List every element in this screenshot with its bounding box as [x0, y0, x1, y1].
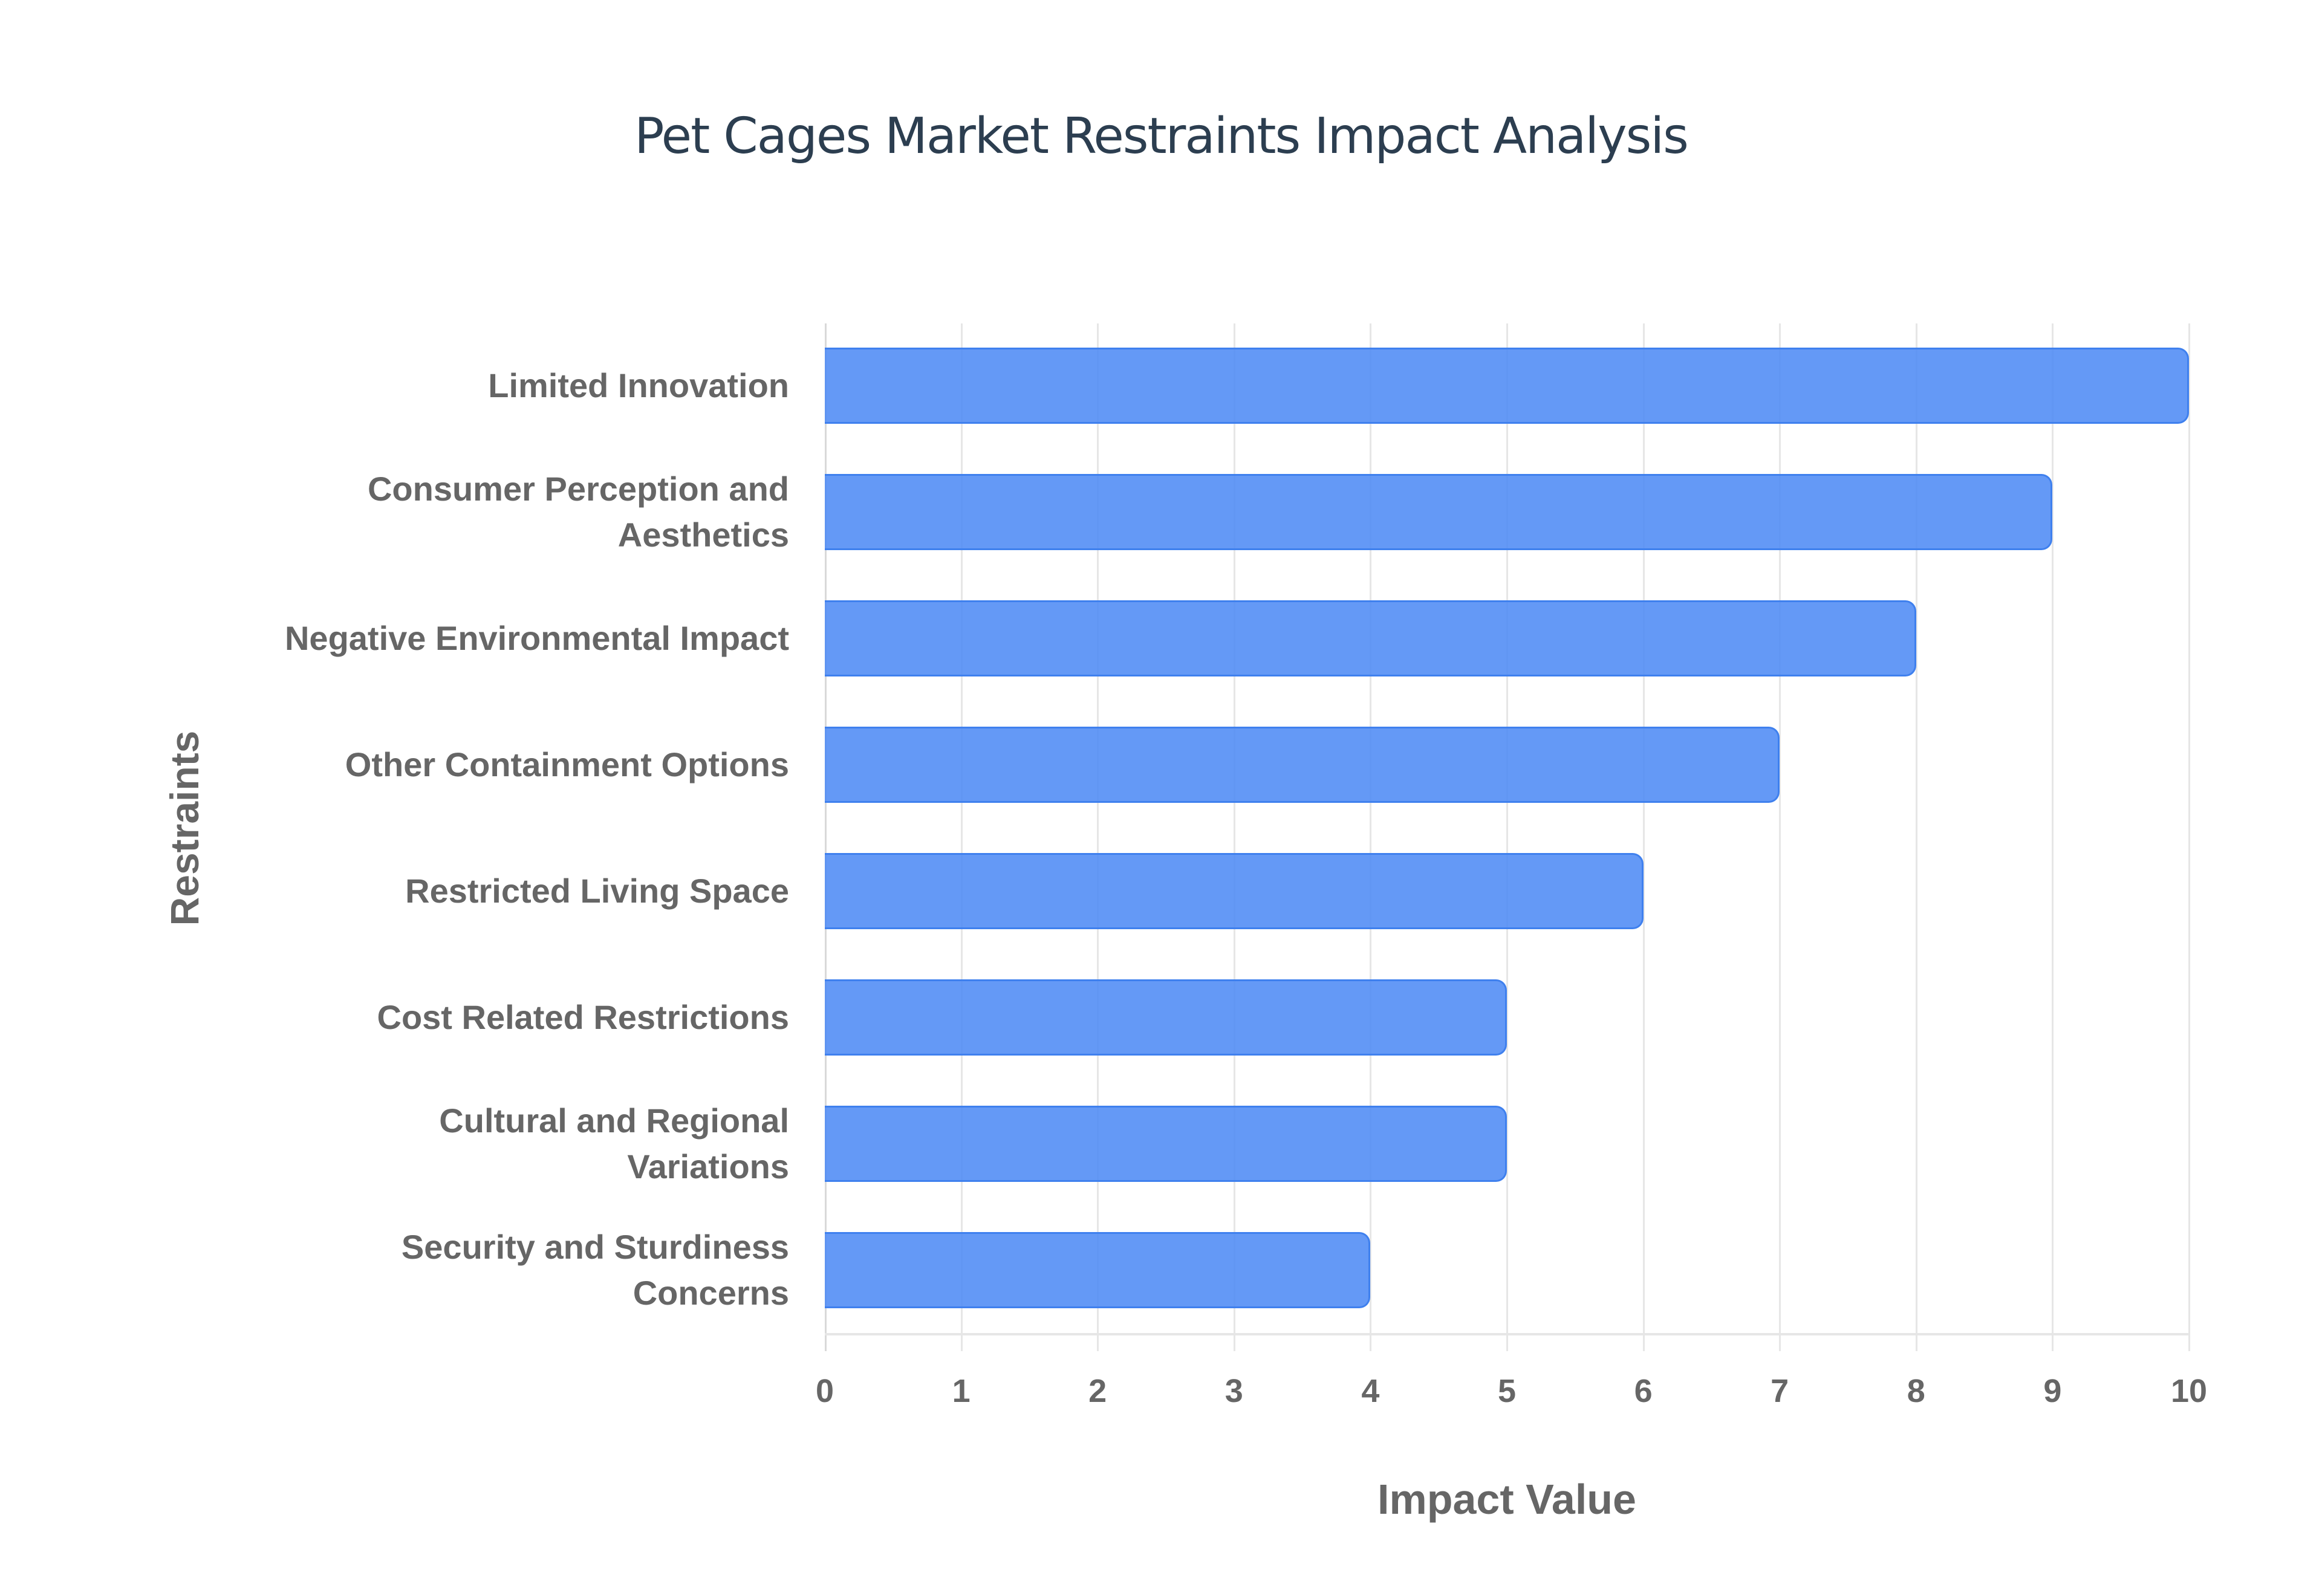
gridline: [1233, 323, 1235, 1351]
x-tick-label: 6: [1634, 1373, 1653, 1409]
x-tick-label: 2: [1088, 1373, 1107, 1409]
bar[interactable]: [825, 474, 2053, 550]
y-axis-label: Other Containment Options: [345, 745, 789, 783]
gridline: [960, 323, 963, 1351]
x-tick-label: 7: [1771, 1373, 1789, 1409]
y-axis-label: Cost Related Restrictions: [377, 998, 790, 1036]
x-tick-label: 10: [2170, 1373, 2208, 1409]
x-tick-label: 5: [1497, 1373, 1517, 1409]
y-axis-label: Limited Innovation: [488, 366, 789, 404]
y-axis-label: Restricted Living Space: [405, 872, 789, 910]
gridline: [2188, 323, 2190, 1351]
y-axis-label: Consumer Perception and Aesthetics: [367, 470, 789, 554]
y-axis-label: Security and Sturdiness Concerns: [401, 1228, 789, 1312]
gridline: [1642, 323, 1645, 1351]
bar[interactable]: [825, 727, 1780, 803]
gridline: [2052, 323, 2054, 1351]
y-axis-line: [825, 323, 827, 1351]
x-tick-label: 0: [815, 1373, 834, 1409]
gridline: [1097, 323, 1099, 1351]
x-tick-label: 4: [1361, 1373, 1380, 1409]
bar[interactable]: [825, 348, 2189, 424]
x-tick-label: 9: [2043, 1373, 2062, 1409]
bar[interactable]: [825, 979, 1507, 1056]
plot-area: [825, 323, 2190, 1351]
y-axis-label: Negative Environmental Impact: [284, 619, 789, 657]
x-axis-title: Impact Value: [1377, 1476, 1636, 1523]
bar[interactable]: [825, 1232, 1371, 1308]
x-tick-label: 8: [1907, 1373, 1925, 1409]
bar[interactable]: [825, 853, 1644, 929]
gridline: [1779, 323, 1781, 1351]
gridline: [1915, 323, 1917, 1351]
bar[interactable]: [825, 600, 1916, 676]
gridline: [1370, 323, 1372, 1351]
y-axis-label: Cultural and Regional Variations: [439, 1101, 789, 1186]
x-tick-label: 3: [1224, 1373, 1243, 1409]
bar[interactable]: [825, 1106, 1507, 1182]
chart-title: Pet Cages Market Restraints Impact Analy…: [634, 108, 1689, 165]
gridline: [1506, 323, 1508, 1351]
x-tick-label: 1: [952, 1373, 971, 1409]
